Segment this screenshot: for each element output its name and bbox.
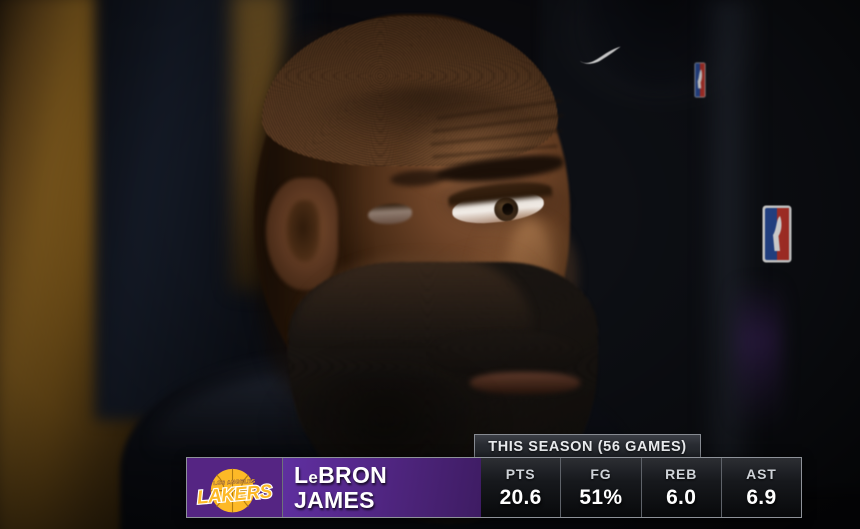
stat-label: AST: [746, 465, 777, 482]
stat-column-fg: FG 51%: [560, 458, 641, 517]
first-name-rest: BRON: [318, 461, 388, 488]
svg-text:LOS ANGELES: LOS ANGELES: [213, 479, 256, 487]
stat-column-reb: REB 6.0: [640, 458, 721, 517]
player-first-name: LeBRON: [294, 461, 481, 489]
first-name-small-e: e: [308, 467, 319, 487]
season-header-bar: THIS SEASON (56 GAMES): [474, 434, 701, 458]
season-header-text: THIS SEASON (56 GAMES): [488, 438, 687, 455]
stat-column-pts: PTS 20.6: [481, 458, 561, 517]
ear-inner: [286, 200, 320, 262]
stat-value: 20.6: [499, 485, 542, 509]
subject-mustache: [430, 330, 580, 376]
stat-label: FG: [590, 465, 612, 482]
stats-group: PTS 20.6 FG 51% REB 6.0 AST 6.9: [481, 458, 801, 517]
stat-bar: LOS ANGELES LAKERS LeBRON JAMES PTS 20.6…: [186, 457, 802, 518]
player-name-cell: LeBRON JAMES: [283, 458, 481, 517]
stat-value: 6.9: [746, 485, 777, 509]
stat-column-ast: AST 6.9: [720, 458, 801, 517]
lakers-logo-icon: LOS ANGELES LAKERS: [187, 458, 282, 517]
stat-value: 6.0: [666, 485, 697, 509]
svg-text:LAKERS: LAKERS: [196, 480, 273, 508]
stat-label: REB: [665, 465, 698, 482]
team-logo-cell: LOS ANGELES LAKERS: [187, 458, 283, 517]
first-name-prefix: L: [294, 461, 309, 488]
lower-third-graphic: THIS SEASON (56 GAMES) LOS ANGELES: [186, 434, 802, 520]
player-last-name: JAMES: [294, 486, 375, 513]
subject-lips: [470, 372, 580, 394]
stat-value: 51%: [579, 485, 623, 509]
stat-label: PTS: [505, 465, 536, 482]
